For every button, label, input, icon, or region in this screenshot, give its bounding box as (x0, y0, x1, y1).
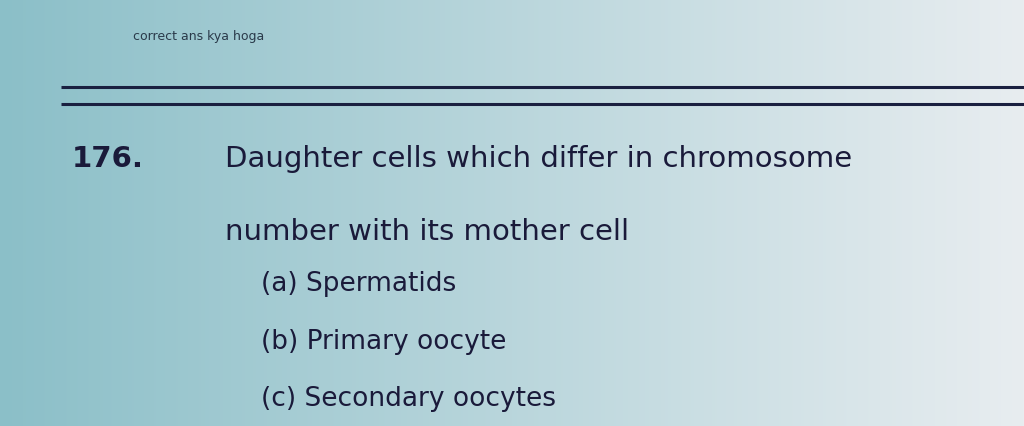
Text: (b) Primary oocyte: (b) Primary oocyte (261, 328, 507, 354)
Text: (c) Secondary oocytes: (c) Secondary oocytes (261, 386, 556, 412)
Text: 176.: 176. (72, 145, 143, 173)
Text: number with its mother cell: number with its mother cell (225, 217, 630, 245)
Text: Daughter cells which differ in chromosome: Daughter cells which differ in chromosom… (225, 145, 852, 173)
Text: correct ans kya hoga: correct ans kya hoga (133, 30, 264, 43)
Text: (a) Spermatids: (a) Spermatids (261, 271, 457, 296)
